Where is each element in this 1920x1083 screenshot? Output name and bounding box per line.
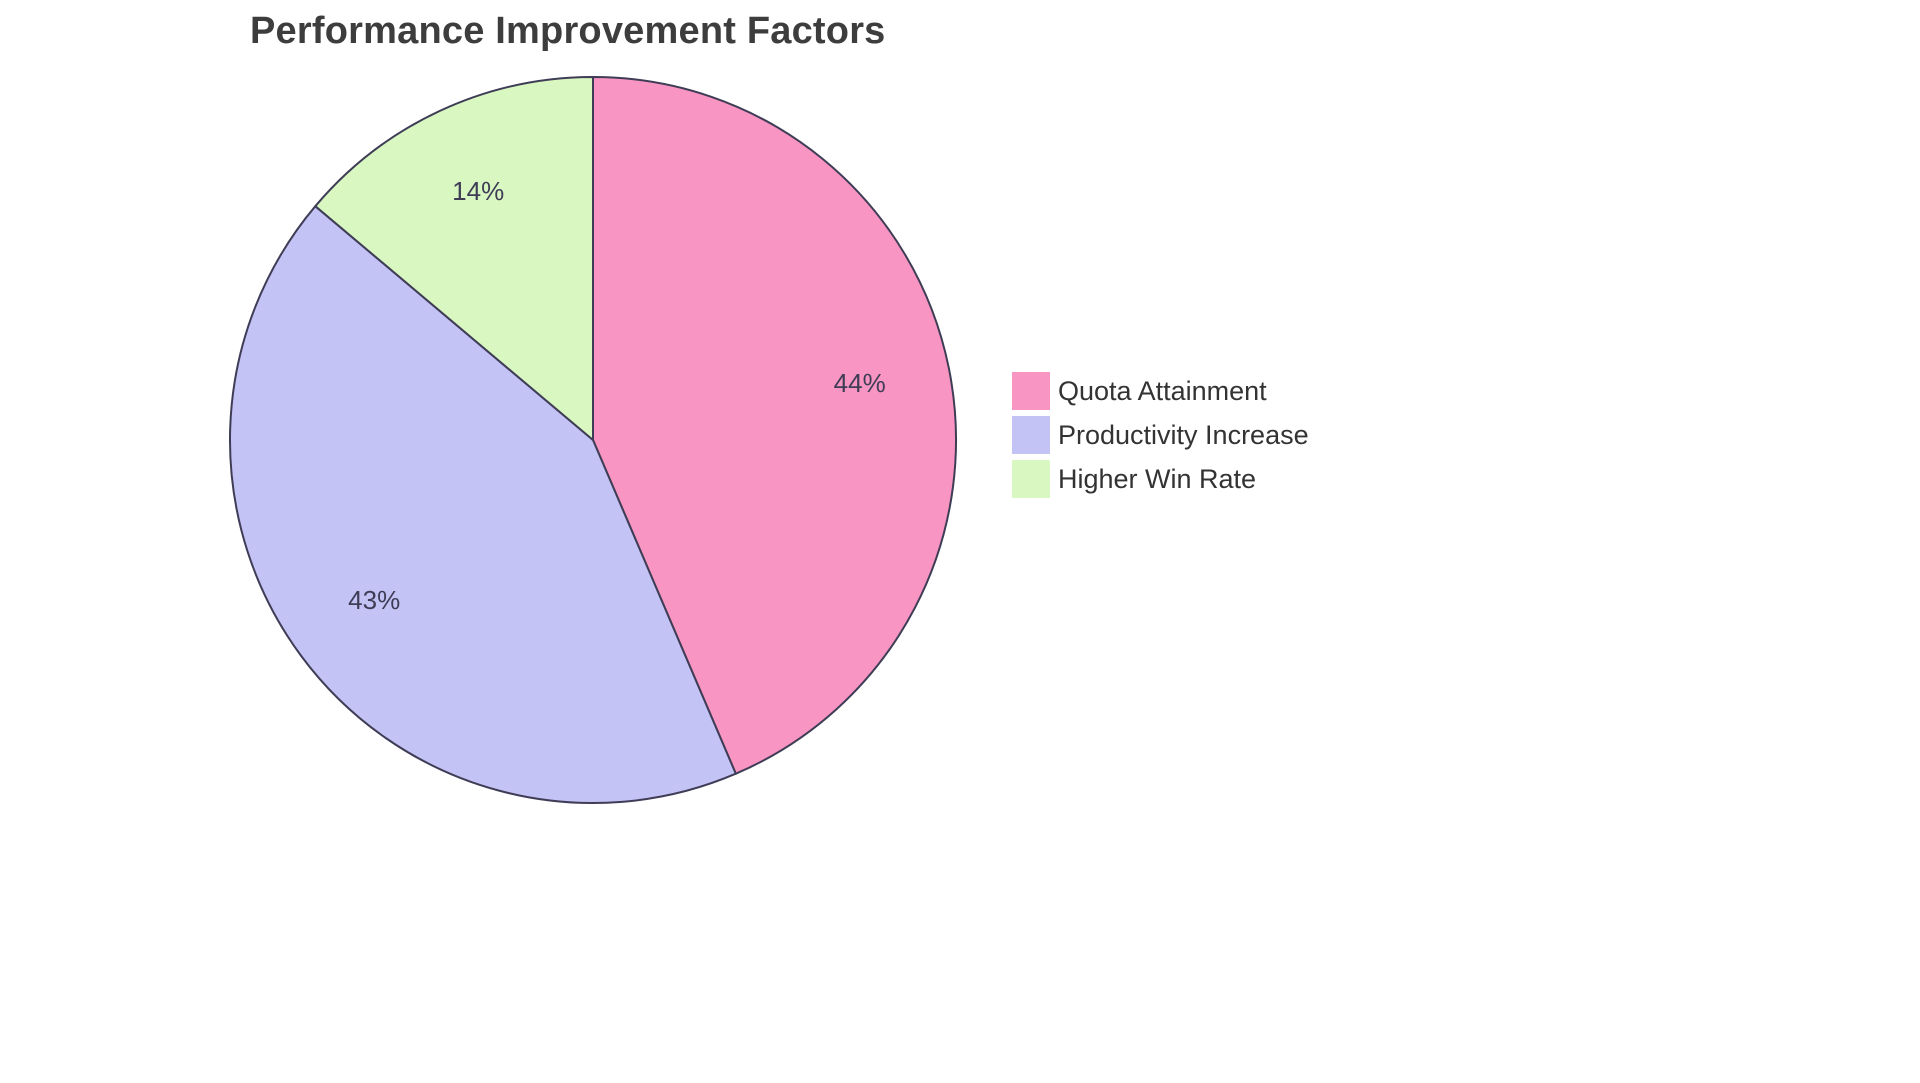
legend-swatch [1012,460,1050,498]
pie-slice-label: 44% [834,368,886,398]
pie-slice-0 [592,76,958,775]
legend-item: Higher Win Rate [1012,460,1309,498]
legend-label: Quota Attainment [1058,375,1267,406]
legend-swatch [1012,372,1050,410]
legend: Quota Attainment Productivity Increase Hig… [1012,372,1309,498]
legend-swatch [1012,416,1050,454]
pie-slice-1 [229,205,737,804]
pie-slice-2 [314,76,594,441]
pie-slice-label: 14% [452,176,504,206]
legend-label: Productivity Increase [1058,419,1309,450]
legend-item: Quota Attainment [1012,372,1309,410]
chart-title: Performance Improvement Factors [250,10,886,52]
pie-slice-label: 43% [348,585,400,615]
legend-item: Productivity Increase [1012,416,1309,454]
legend-label: Higher Win Rate [1058,463,1257,494]
